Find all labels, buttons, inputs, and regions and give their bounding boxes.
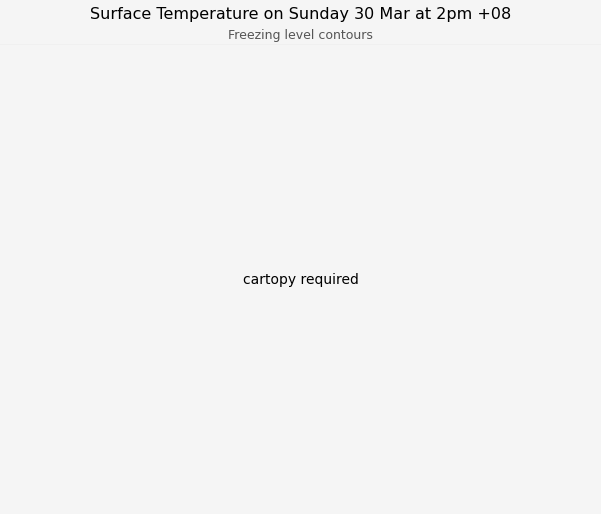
- Text: Freezing level contours: Freezing level contours: [228, 29, 373, 42]
- Text: Surface Temperature on Sunday 30 Mar at 2pm +08: Surface Temperature on Sunday 30 Mar at …: [90, 7, 511, 22]
- Text: cartopy required: cartopy required: [243, 272, 358, 287]
